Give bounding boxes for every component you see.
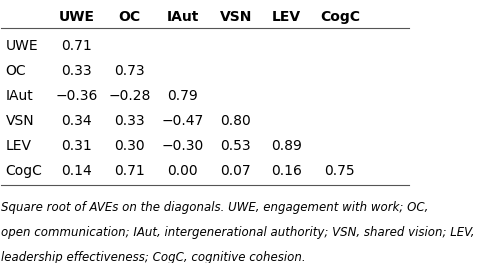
Text: LEV: LEV: [272, 9, 301, 24]
Text: 0.33: 0.33: [61, 64, 92, 78]
Text: 0.53: 0.53: [221, 139, 251, 153]
Text: OC: OC: [119, 9, 141, 24]
Text: VSN: VSN: [5, 114, 34, 128]
Text: Square root of AVEs on the diagonals. UWE, engagement with work; OC,: Square root of AVEs on the diagonals. UW…: [1, 201, 429, 214]
Text: LEV: LEV: [5, 139, 31, 153]
Text: 0.16: 0.16: [271, 164, 302, 178]
Text: CogC: CogC: [5, 164, 42, 178]
Text: 0.14: 0.14: [61, 164, 92, 178]
Text: UWE: UWE: [59, 9, 95, 24]
Text: 0.75: 0.75: [324, 164, 355, 178]
Text: −0.30: −0.30: [162, 139, 204, 153]
Text: CogC: CogC: [320, 9, 360, 24]
Text: OC: OC: [5, 64, 26, 78]
Text: 0.80: 0.80: [221, 114, 251, 128]
Text: 0.79: 0.79: [167, 89, 198, 103]
Text: IAut: IAut: [167, 9, 199, 24]
Text: −0.47: −0.47: [162, 114, 204, 128]
Text: 0.71: 0.71: [115, 164, 145, 178]
Text: 0.34: 0.34: [61, 114, 92, 128]
Text: 0.00: 0.00: [167, 164, 198, 178]
Text: 0.71: 0.71: [61, 39, 92, 53]
Text: VSN: VSN: [220, 9, 252, 24]
Text: 0.73: 0.73: [115, 64, 145, 78]
Text: −0.36: −0.36: [56, 89, 98, 103]
Text: 0.33: 0.33: [115, 114, 145, 128]
Text: 0.30: 0.30: [115, 139, 145, 153]
Text: 0.89: 0.89: [271, 139, 302, 153]
Text: −0.28: −0.28: [109, 89, 151, 103]
Text: leadership effectiveness; CogC, cognitive cohesion.: leadership effectiveness; CogC, cognitiv…: [1, 251, 306, 263]
Text: 0.07: 0.07: [221, 164, 251, 178]
Text: UWE: UWE: [5, 39, 38, 53]
Text: 0.31: 0.31: [61, 139, 92, 153]
Text: IAut: IAut: [5, 89, 33, 103]
Text: open communication; IAut, intergenerational authority; VSN, shared vision; LEV,: open communication; IAut, intergeneratio…: [1, 226, 475, 239]
